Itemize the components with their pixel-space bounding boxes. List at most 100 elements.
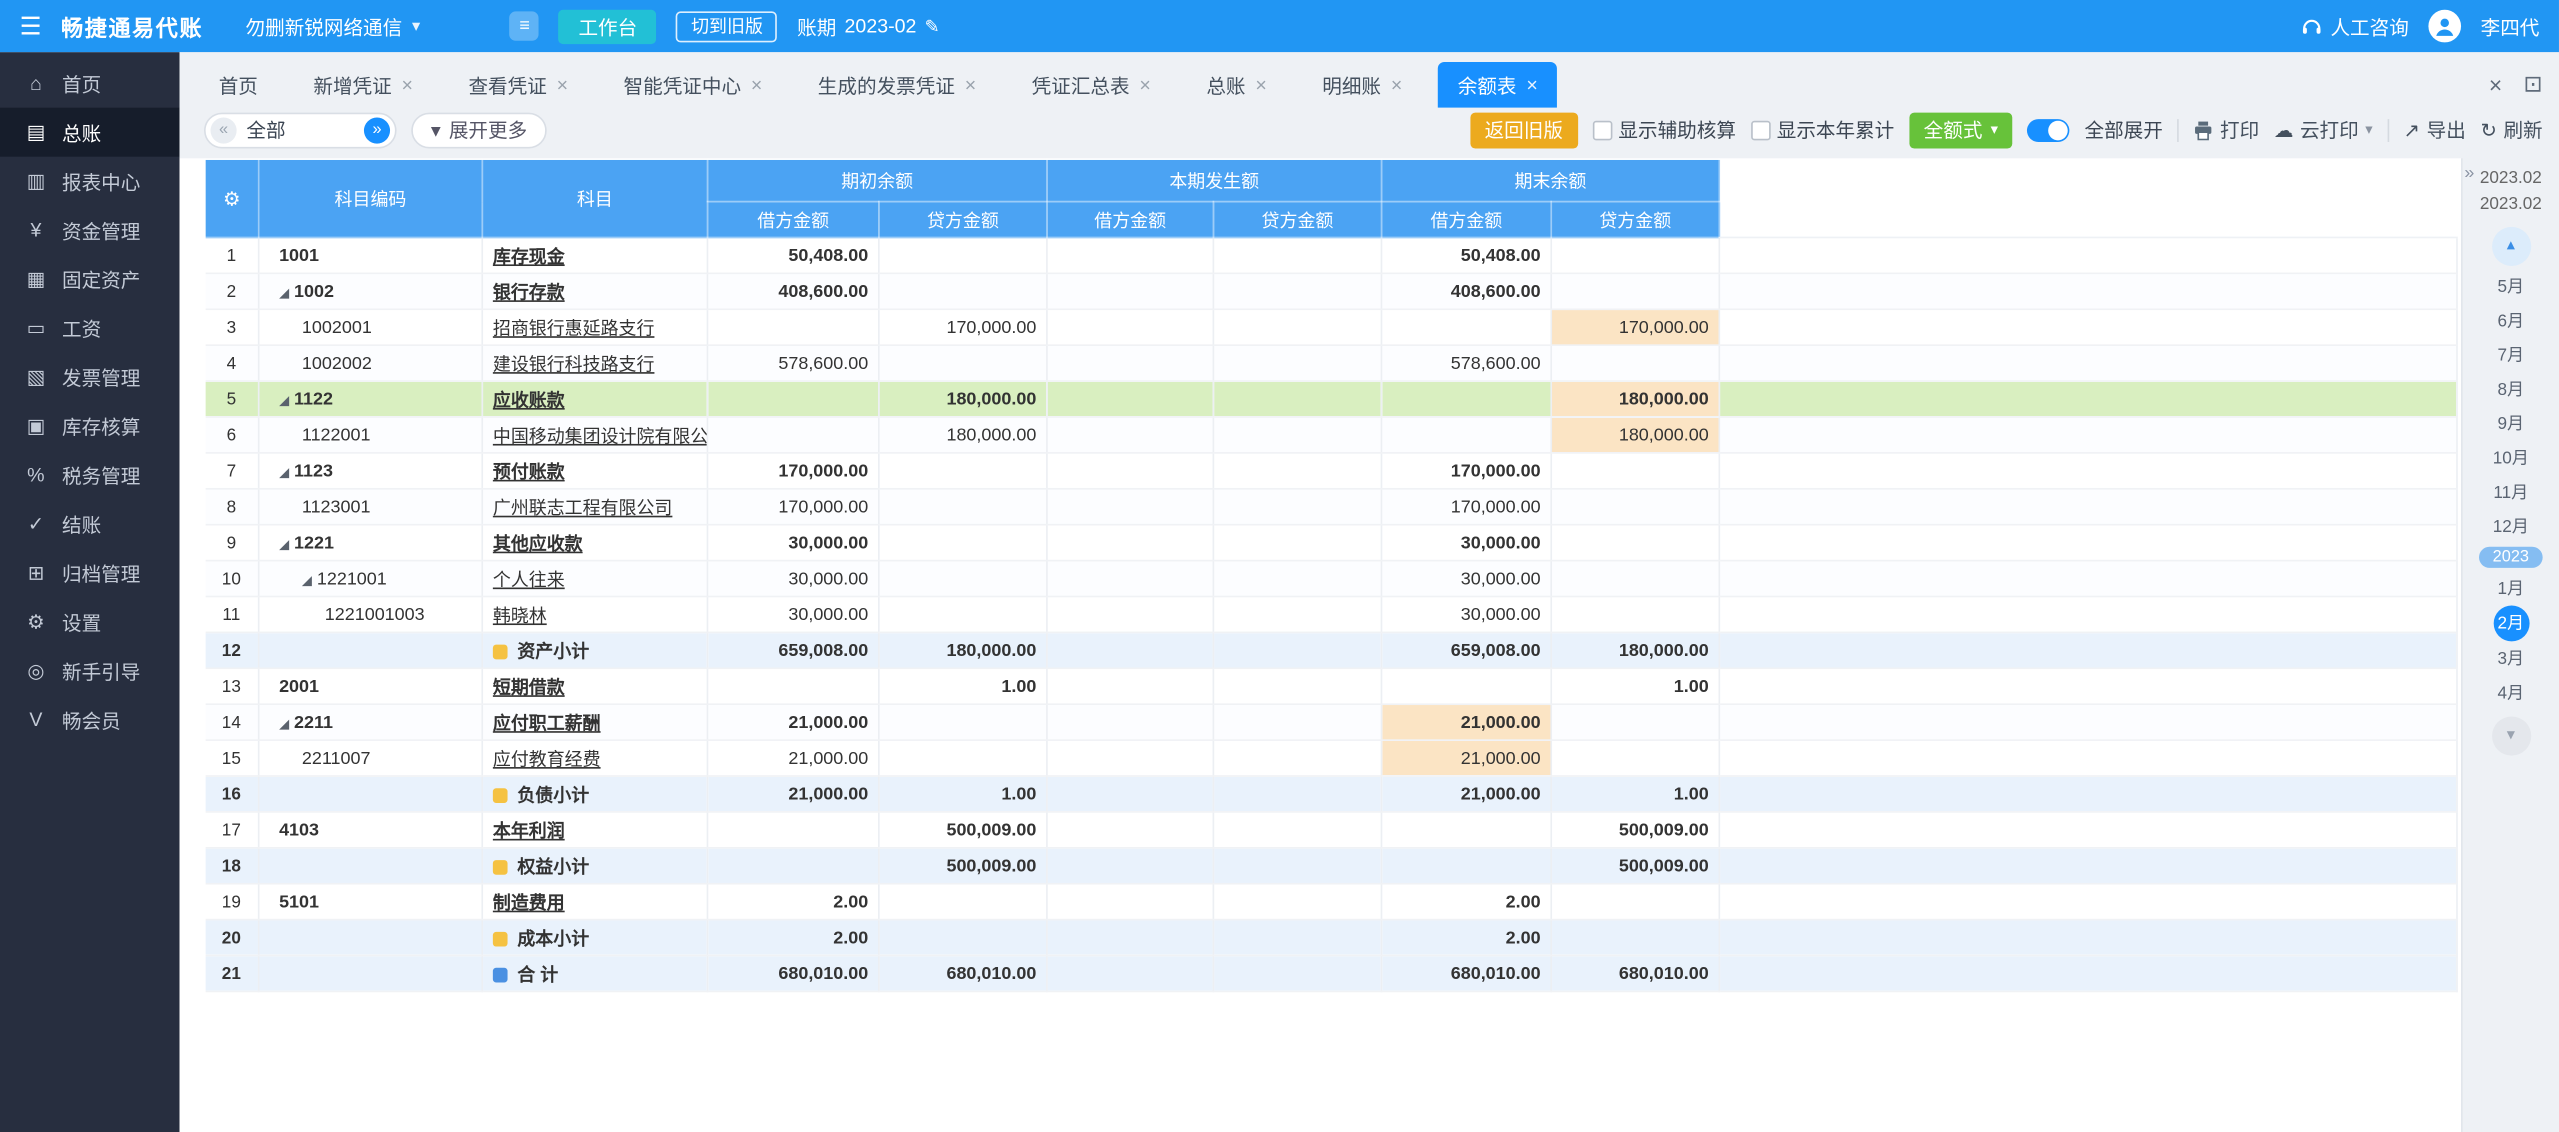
refresh-button[interactable]: ↻ 刷新 [2481, 116, 2543, 144]
tab-close-icon[interactable]: × [1526, 73, 1538, 97]
table-row[interactable]: 9 ◢ 1221 其他应收款 30,000.00 30,000.00 [204, 524, 2458, 562]
fullscreen-icon[interactable]: ⊡ [2523, 70, 2543, 97]
account-link[interactable]: 银行存款 [492, 283, 565, 303]
sidebar-item-发票管理[interactable]: ▧ 发票管理 [0, 353, 180, 402]
account-link[interactable]: 制造费用 [492, 893, 565, 914]
collapse-icon[interactable]: » [2464, 163, 2475, 183]
column-settings-header[interactable]: ⚙ [203, 158, 260, 239]
account-link[interactable]: 预付账款 [492, 462, 565, 483]
print-button[interactable]: 打印 [2194, 116, 2259, 144]
table-row[interactable]: 12 资产小计 659,008.00 180,000.00 659,008.00 180,… [204, 632, 2458, 670]
month-2月[interactable]: 2月 [2492, 604, 2529, 641]
account-link[interactable]: 中国移动集团设计院有限公司划 [492, 426, 708, 447]
sidebar-item-畅会员[interactable]: V 畅会员 [0, 695, 180, 744]
table-row[interactable]: 14 ◢ 2211 应付职工薪酬 21,000.00 21,000.00 [204, 704, 2458, 741]
month-10月[interactable]: 10月 [2492, 448, 2529, 468]
sidebar-item-首页[interactable]: ⌂ 首页 [0, 59, 180, 108]
table-row[interactable]: 2 ◢ 1002 银行存款 408,600.00 408,600.00 [204, 273, 2458, 311]
close-all-tabs-icon[interactable]: × [2488, 70, 2503, 98]
workbench-button[interactable]: 工作台 [558, 8, 657, 44]
table-row[interactable]: 13 2001 短期借款 1.00 1.00 [204, 668, 2458, 706]
sidebar-item-库存核算[interactable]: ▣ 库存核算 [0, 401, 180, 450]
sidebar-item-设置[interactable]: ⚙ 设置 [0, 597, 180, 646]
right-circle-icon[interactable]: » [363, 116, 391, 143]
table-row[interactable]: 15 2211007 应付教育经费 21,000.00 21,000.00 [204, 740, 2458, 777]
sidebar-item-固定资产[interactable]: ▦ 固定资产 [0, 255, 180, 304]
tab-close-icon[interactable]: × [1390, 73, 1403, 97]
table-row[interactable]: 11 1221001003 韩晓林 30,000.00 30,000.00 [204, 596, 2458, 634]
tab-总账[interactable]: 总账 × [1187, 62, 1287, 108]
hamburger-icon[interactable]: ☰ [19, 13, 42, 41]
month-6月[interactable]: 6月 [2497, 310, 2525, 331]
table-row[interactable]: 18 权益小计 500,009.00 500,009.00 [204, 847, 2458, 885]
amount-mode-button[interactable]: 全额式 ▾ [1908, 111, 2013, 148]
table-row[interactable]: 19 5101 制造费用 2.00 2.00 [204, 883, 2458, 921]
account-link[interactable]: 本年利润 [492, 821, 565, 842]
expand-triangle-icon[interactable]: ◢ [301, 572, 312, 587]
account-link[interactable]: 招商银行惠延路支行 [492, 319, 655, 339]
month-8月[interactable]: 8月 [2497, 379, 2525, 400]
switch-old-version-button[interactable]: 切到旧版 [676, 10, 778, 42]
avatar[interactable] [2428, 9, 2462, 43]
month-7月[interactable]: 7月 [2497, 345, 2525, 365]
expand-triangle-icon[interactable]: ◢ [279, 392, 290, 408]
expand-triangle-icon[interactable]: ◢ [279, 284, 290, 300]
tab-生成的发票凭证[interactable]: 生成的发票凭证 × [798, 62, 996, 108]
tab-智能凭证中心[interactable]: 智能凭证中心 × [604, 62, 782, 108]
account-link[interactable]: 库存现金 [492, 247, 565, 267]
table-row[interactable]: 5 ◢ 1122 应收账款 180,000.00 180,000.00 [204, 381, 2458, 418]
sidebar-item-结账[interactable]: ✓ 结账 [0, 499, 180, 548]
month-1月[interactable]: 1月 [2497, 578, 2525, 599]
tab-close-icon[interactable]: × [1255, 73, 1267, 97]
subject-filter-select[interactable]: « 全部 » [204, 111, 397, 148]
expand-triangle-icon[interactable]: ◢ [279, 536, 290, 551]
month-3月[interactable]: 3月 [2497, 648, 2525, 669]
edit-icon[interactable]: ✎ [924, 17, 940, 37]
tab-查看凭证[interactable]: 查看凭证 × [449, 62, 588, 108]
company-selector[interactable]: 勿删新锐网络通信 ▾ [246, 12, 491, 40]
expand-all-toggle[interactable] [2027, 118, 2070, 142]
expand-triangle-icon[interactable]: ◢ [279, 464, 290, 479]
month-9月[interactable]: 9月 [2497, 413, 2525, 434]
cloud-print-button[interactable]: ☁ 云打印 ▾ [2274, 116, 2373, 144]
table-row[interactable]: 6 1122001 中国移动集团设计院有限公司划 180,000.00 180,000.… [204, 416, 2458, 454]
sidebar-item-工资[interactable]: ▭ 工资 [0, 304, 180, 353]
export-button[interactable]: ↗ 导出 [2404, 116, 2466, 144]
table-row[interactable]: 20 成本小计 2.00 2.00 [204, 919, 2458, 957]
month-11月[interactable]: 11月 [2493, 482, 2529, 502]
table-row[interactable]: 7 ◢ 1123 预付账款 170,000.00 170,000.00 [204, 452, 2458, 490]
tab-close-icon[interactable]: × [401, 73, 413, 97]
tab-余额表[interactable]: 余额表 × [1438, 62, 1558, 108]
table-row[interactable]: 8 1123001 广州联志工程有限公司 170,000.00 170,000.00 [204, 488, 2458, 526]
month-5月[interactable]: 5月 [2497, 276, 2525, 297]
tab-close-icon[interactable]: × [964, 73, 977, 97]
tab-凭证汇总表[interactable]: 凭证汇总表 × [1012, 62, 1170, 108]
tab-新增凭证[interactable]: 新增凭证 × [294, 62, 433, 108]
apps-icon[interactable]: ≡ [509, 11, 540, 41]
tab-首页[interactable]: 首页 [199, 62, 277, 108]
expand-more-button[interactable]: ▾ 展开更多 [411, 111, 547, 148]
table-row[interactable]: 16 负债小计 21,000.00 1.00 21,000.00 1.00 [204, 776, 2458, 813]
account-link[interactable]: 韩晓林 [492, 606, 547, 626]
sidebar-item-报表中心[interactable]: ▥ 报表中心 [0, 157, 180, 206]
account-link[interactable]: 个人往来 [492, 570, 565, 590]
account-link[interactable]: 其他应收款 [492, 534, 583, 555]
sidebar-item-资金管理[interactable]: ¥ 资金管理 [0, 206, 180, 255]
table-row[interactable]: 4 1002002 建设银行科技路支行 578,600.00 578,600.00 [204, 345, 2458, 382]
table-row[interactable]: 1 1001 库存现金 50,408.00 50,408.00 [204, 237, 2458, 275]
month-12月[interactable]: 12月 [2492, 516, 2529, 537]
gear-icon[interactable]: ⚙ [222, 186, 241, 210]
tab-明细账[interactable]: 明细账 × [1303, 62, 1422, 108]
tab-close-icon[interactable]: × [1139, 73, 1151, 97]
account-link[interactable]: 建设银行科技路支行 [492, 354, 655, 375]
sidebar-item-总账[interactable]: ▤ 总账 [0, 107, 180, 157]
scroll-up-button[interactable]: ▴ [2491, 226, 2531, 266]
month-4月[interactable]: 4月 [2497, 683, 2525, 703]
account-link[interactable]: 应收账款 [492, 390, 565, 411]
account-link[interactable]: 应付教育经费 [492, 749, 601, 770]
table-row[interactable]: 17 4103 本年利润 500,009.00 500,009.00 [204, 811, 2458, 849]
table-row[interactable]: 3 1002001 招商银行惠延路支行 170,000.00 170,000.00 [204, 309, 2458, 346]
table-row[interactable]: 10 ◢ 1221001 个人往来 30,000.00 30,000.00 [204, 560, 2458, 598]
account-link[interactable]: 短期借款 [492, 678, 565, 698]
tab-close-icon[interactable]: × [556, 73, 569, 97]
